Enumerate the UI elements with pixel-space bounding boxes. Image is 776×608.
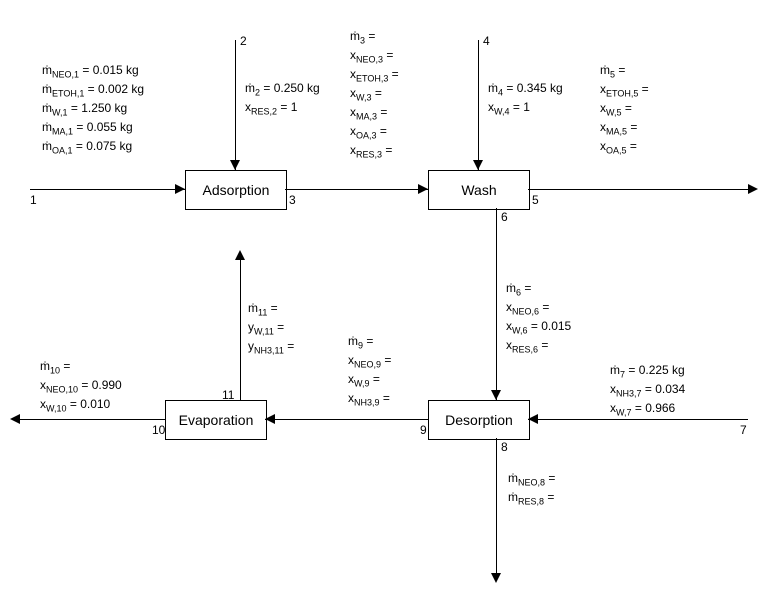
edge-s6	[496, 208, 497, 400]
edge-s1	[30, 189, 185, 190]
num-s1: 1	[30, 193, 37, 207]
edge-s10	[20, 419, 165, 420]
labels-s2: ṁ2 = 0.250 kg xRES,2 = 1	[245, 80, 320, 118]
block-evaporation: Evaporation	[165, 400, 267, 440]
arrowhead-s9	[265, 414, 275, 424]
arrowhead-s11	[235, 250, 245, 260]
labels-s10: ṁ10 = xNEO,10 = 0.990 xW,10 = 0.010	[40, 358, 122, 415]
arrowhead-s5	[748, 184, 758, 194]
labels-s9: ṁ9 = xNEO,9 = xW,9 = xNH3,9 =	[348, 333, 391, 409]
block-wash: Wash	[428, 170, 530, 210]
flowchart-canvas: Adsorption Wash Desorption Evaporation 1…	[0, 0, 776, 608]
labels-s3: ṁ3 = xNEO,3 = xETOH,3 = xW,3 = xMA,3 = x…	[350, 28, 399, 161]
labels-s11: ṁ11 = yW,11 = yNH3,11 =	[248, 300, 294, 357]
labels-s1: ṁNEO,1 = 0.015 kg ṁETOH,1 = 0.002 kg ṁW,…	[42, 62, 144, 157]
num-s10: 10	[152, 423, 165, 437]
edge-s8	[496, 438, 497, 573]
block-evaporation-label: Evaporation	[179, 412, 254, 428]
labels-s8: ṁNEO,8 = ṁRES,8 =	[508, 470, 555, 508]
block-desorption-label: Desorption	[445, 412, 513, 428]
num-s5: 5	[532, 193, 539, 207]
edge-s4	[478, 40, 479, 170]
labels-s5: ṁ5 = xETOH,5 = xW,5 = xMA,5 = xOA,5 =	[600, 62, 649, 157]
block-adsorption: Adsorption	[185, 170, 287, 210]
num-s3: 3	[289, 193, 296, 207]
edge-s9	[265, 419, 428, 420]
labels-s4: ṁ4 = 0.345 kg xW,4 = 1	[488, 80, 563, 118]
arrowhead-s3	[418, 184, 428, 194]
num-s8: 8	[501, 440, 508, 454]
arrowhead-s4	[473, 160, 483, 170]
num-s7: 7	[740, 423, 747, 437]
arrowhead-s6	[491, 390, 501, 400]
block-wash-label: Wash	[461, 182, 496, 198]
num-s4: 4	[483, 34, 490, 48]
edge-s11	[240, 260, 241, 400]
block-adsorption-label: Adsorption	[203, 182, 270, 198]
arrowhead-s8	[491, 573, 501, 583]
edge-s3	[285, 189, 428, 190]
labels-s6: ṁ6 = xNEO,6 = xW,6 = 0.015 xRES,6 =	[506, 280, 571, 356]
arrowhead-s2	[230, 160, 240, 170]
edge-s5	[528, 189, 748, 190]
num-s6: 6	[501, 210, 508, 224]
edge-s2	[235, 40, 236, 170]
arrowhead-s7	[528, 414, 538, 424]
labels-s7: ṁ7 = 0.225 kg xNH3,7 = 0.034 xW,7 = 0.96…	[610, 362, 685, 419]
block-desorption: Desorption	[428, 400, 530, 440]
num-s2: 2	[240, 34, 247, 48]
arrowhead-s1	[175, 184, 185, 194]
num-s11: 11	[222, 388, 234, 402]
edge-s7	[528, 419, 748, 420]
arrowhead-s10	[10, 414, 20, 424]
num-s9: 9	[420, 423, 427, 437]
